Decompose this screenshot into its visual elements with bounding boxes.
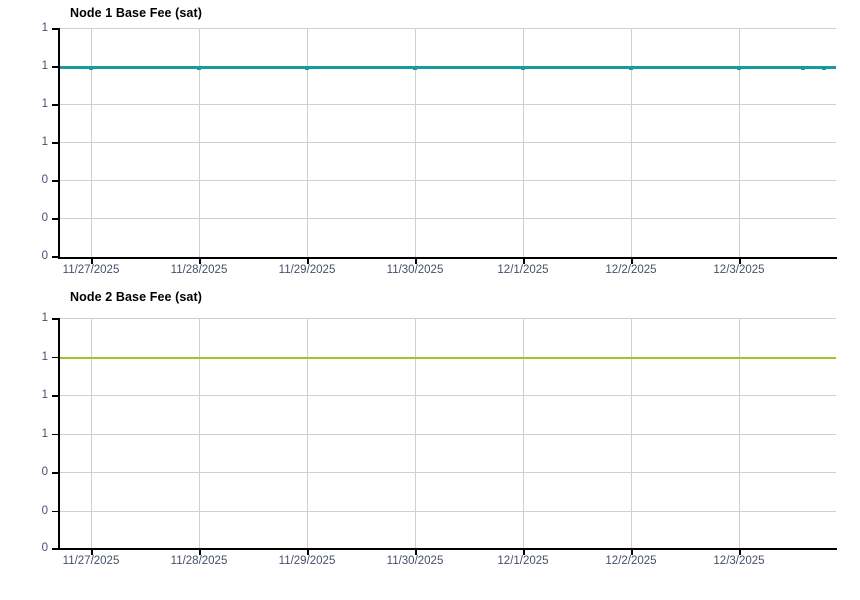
chart-title-node-1: Node 1 Base Fee (sat) <box>70 6 203 20</box>
y-axis-tick-label: 1 <box>41 136 48 148</box>
y-axis-tick-label: 1 <box>41 427 48 440</box>
y-axis-tick-label: 0 <box>41 212 48 224</box>
gridline-vertical <box>415 318 416 548</box>
y-axis-tick <box>52 28 59 30</box>
y-axis-tick-label: 1 <box>41 350 48 363</box>
y-axis-tick <box>52 510 59 512</box>
gridline-vertical <box>91 28 92 257</box>
y-axis-tick <box>52 218 59 220</box>
x-axis-tick-label: 12/3/2025 <box>713 264 765 276</box>
x-axis-tick <box>415 549 417 555</box>
y-axis-tick <box>52 104 59 106</box>
x-axis-tick <box>415 258 417 264</box>
gridline-horizontal <box>58 395 836 396</box>
data-point-marker <box>413 65 417 70</box>
y-axis-tick-label: 0 <box>41 466 48 478</box>
gridline-horizontal <box>58 28 836 29</box>
y-axis-tick <box>52 395 59 397</box>
y-axis-tick-label: 0 <box>41 174 48 186</box>
y-axis-tick-label: 0 <box>41 504 48 517</box>
x-axis-tick <box>523 258 525 264</box>
gridline-horizontal <box>58 472 836 473</box>
x-axis-tick-label: 11/27/2025 <box>62 555 120 567</box>
y-axis-tick <box>52 318 59 320</box>
x-axis-tick-label: 11/29/2025 <box>278 555 336 567</box>
x-axis-tick-label: 11/29/2025 <box>278 264 336 276</box>
chart-panel-node-1: Node 1 Base Fee (sat) 1 <box>0 0 860 295</box>
gridline-vertical <box>523 318 524 548</box>
y-axis-tick <box>52 356 59 358</box>
x-axis-tick <box>307 258 309 264</box>
x-axis-tick-label: 11/28/2025 <box>170 555 228 567</box>
gridline-horizontal <box>58 433 836 435</box>
y-axis-tick <box>52 472 59 474</box>
y-axis-tick-label: 1 <box>41 22 48 34</box>
data-point-marker <box>305 65 309 70</box>
gridline-vertical <box>91 318 92 548</box>
gridline-vertical <box>523 28 524 257</box>
x-axis-tick <box>307 549 309 555</box>
gridline-horizontal <box>58 510 836 512</box>
x-axis-tick <box>631 258 633 264</box>
gridline-vertical <box>415 28 416 257</box>
gridline-horizontal <box>58 142 836 143</box>
y-axis-tick-label: 1 <box>41 312 48 324</box>
data-point-marker <box>197 65 201 70</box>
gridline-horizontal <box>58 218 836 219</box>
data-point-marker <box>89 65 93 70</box>
x-axis-tick-label: 12/3/2025 <box>713 555 765 567</box>
x-axis-tick-label: 12/1/2025 <box>497 264 549 276</box>
plot-area-node-1 <box>58 28 836 257</box>
gridline-vertical <box>199 318 200 548</box>
gridline-vertical <box>631 318 632 548</box>
gridline-horizontal <box>58 104 836 105</box>
y-axis-tick <box>52 256 59 258</box>
x-axis-tick-label: 11/30/2025 <box>386 555 444 567</box>
gridline-vertical <box>307 28 308 257</box>
x-axis-tick-label: 11/28/2025 <box>170 264 228 276</box>
y-axis-tick <box>52 180 59 182</box>
y-axis-tick-label: 1 <box>41 60 48 72</box>
gridline-horizontal <box>58 318 836 319</box>
y-axis-tick <box>52 142 59 144</box>
x-axis-tick <box>523 549 525 555</box>
y-axis-tick-label: 1 <box>41 98 48 110</box>
chart-title-node-2: Node 2 Base Fee (sat) <box>70 290 203 304</box>
gridline-vertical <box>307 318 308 548</box>
gridline-vertical <box>631 28 632 257</box>
x-axis-tick <box>91 549 93 555</box>
y-axis-tick-label: 0 <box>41 542 48 554</box>
data-point-marker <box>801 65 805 70</box>
x-axis-tick <box>739 549 741 555</box>
gridline-vertical <box>739 318 740 548</box>
x-axis-line-node-2 <box>58 548 837 550</box>
gridline-horizontal <box>58 180 836 181</box>
x-axis-tick-label: 11/30/2025 <box>386 264 444 276</box>
data-point-marker <box>521 65 525 70</box>
x-axis-tick-label: 12/1/2025 <box>497 555 549 567</box>
chart-panel-node-2: Node 2 Base Fee (sat) 1 1 1 1 0 0 0 11/2… <box>0 290 860 595</box>
x-axis-tick <box>199 549 201 555</box>
x-axis-tick-label: 12/2/2025 <box>605 555 657 567</box>
data-point-marker <box>822 65 826 70</box>
data-series-line-node-2 <box>58 356 836 359</box>
x-axis-tick <box>91 258 93 264</box>
x-axis-line-node-1 <box>58 257 837 259</box>
plot-area-node-2 <box>58 318 836 548</box>
gridline-vertical <box>199 28 200 257</box>
gridline-vertical <box>739 28 740 257</box>
data-point-marker <box>737 65 741 70</box>
x-axis-tick-label: 11/27/2025 <box>62 264 120 276</box>
y-axis-tick <box>52 548 59 550</box>
y-axis-tick <box>52 66 59 68</box>
data-series-line-node-1 <box>58 66 836 69</box>
x-axis-tick-label: 12/2/2025 <box>605 264 657 276</box>
data-point-marker <box>629 65 633 70</box>
y-axis-tick-label: 0 <box>41 250 48 262</box>
x-axis-tick <box>631 549 633 555</box>
x-axis-tick <box>739 258 741 264</box>
y-axis-tick-label: 1 <box>41 389 48 401</box>
y-axis-tick <box>52 433 59 435</box>
x-axis-tick <box>199 258 201 264</box>
